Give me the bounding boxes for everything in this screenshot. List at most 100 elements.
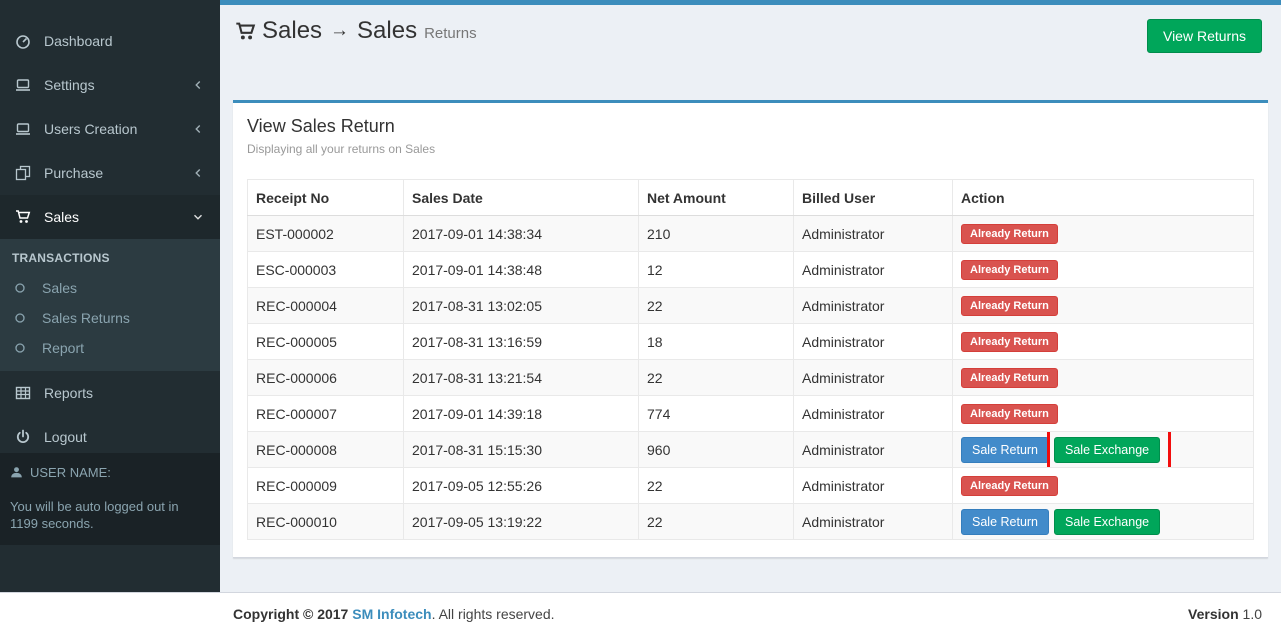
cell-action: Already Return [952,395,1254,432]
table-row: REC-000007 2017-09-01 14:39:18 774 Administ… [247,395,1254,432]
sidebar-item-label: Settings [44,77,95,93]
version-text: Version 1.0 [1188,606,1262,622]
column-header-net-amount: Net Amount [638,179,794,216]
cell-receipt-no: REC-000004 [247,287,404,324]
sidebar-menu: Dashboard Settings Users Creation [0,0,220,459]
sale-return-button[interactable]: Sale Return [961,508,1050,535]
cell-sales-date: 2017-09-01 14:39:18 [403,395,639,432]
auto-logout-message: You will be auto logged out in 1199 seco… [10,498,210,532]
copyright-text: Copyright © 2017 SM Infotech. All rights… [233,606,555,622]
cell-receipt-no: REC-000010 [247,503,404,540]
sale-return-button[interactable]: Sale Return [961,436,1050,463]
already-return-badge: Already Return [961,475,1058,496]
sidebar-item-sales[interactable]: Sales [0,195,220,239]
cell-sales-date: 2017-08-31 15:15:30 [403,431,639,468]
submenu-item-sales-returns[interactable]: Sales Returns [0,303,220,333]
already-return-badge: Already Return [961,223,1058,244]
version-label: Version [1188,606,1239,622]
chevron-left-icon [191,166,205,180]
cell-action: Already Return [952,467,1254,504]
cell-action: Already Return [952,215,1254,252]
cell-billed-user: Administrator [793,503,953,540]
column-header-billed-user: Billed User [793,179,953,216]
sidebar-item-users-creation[interactable]: Users Creation [0,107,220,151]
sidebar-item-label: Logout [44,429,87,445]
chevron-down-icon [191,210,205,224]
table-row: REC-000004 2017-08-31 13:02:05 22 Administr… [247,287,1254,324]
sidebar-item-label: Users Creation [44,121,138,137]
circle-icon [13,311,35,325]
submenu-item-label: Report [42,340,85,356]
cell-net-amount: 22 [638,287,794,324]
sales-submenu: TRANSACTIONS Sales Sales Returns Report [0,239,220,371]
already-return-badge: Already Return [961,367,1058,388]
cell-receipt-no: REC-000007 [247,395,404,432]
cell-sales-date: 2017-09-01 14:38:34 [403,215,639,252]
circle-icon [13,281,35,295]
cell-billed-user: Administrator [793,395,953,432]
sidebar-item-purchase[interactable]: Purchase [0,151,220,195]
user-name-row: USER NAME: [10,465,210,480]
sales-return-panel: View Sales Return Displaying all your re… [233,100,1268,558]
company-link[interactable]: SM Infotech [352,606,432,622]
sale-exchange-button[interactable]: Sale Exchange [1054,436,1161,463]
submenu-header-transactions: TRANSACTIONS [12,251,110,265]
cell-receipt-no: REC-000006 [247,359,404,396]
sales-returns-table: Receipt No Sales Date Net Amount Billed … [247,179,1254,540]
cell-action: Already Return [952,359,1254,396]
cell-action: Sale Return Sale Exchange [952,431,1254,468]
table-row: REC-000010 2017-09-05 13:19:22 22 Administr… [247,503,1254,540]
footer: Copyright © 2017 SM Infotech. All rights… [0,592,1281,639]
arrow-right-icon: → [330,20,350,41]
sidebar-item-label: Purchase [44,165,104,181]
cell-billed-user: Administrator [793,251,953,288]
cell-sales-date: 2017-08-31 13:16:59 [403,323,639,360]
table-row: EST-000002 2017-09-01 14:38:34 210 Administ… [247,215,1254,252]
column-header-receipt-no: Receipt No [247,179,404,216]
laptop-icon [15,121,37,137]
submenu-item-report[interactable]: Report [0,333,220,363]
sidebar-item-reports[interactable]: Reports [0,371,220,415]
cell-sales-date: 2017-08-31 13:21:54 [403,359,639,396]
highlight-wrapper: Sale Exchange [1047,432,1172,467]
cart-icon [15,209,37,225]
sale-exchange-button[interactable]: Sale Exchange [1054,508,1161,535]
breadcrumb: Sales → Sales Returns [235,17,477,45]
user-panel: USER NAME: You will be auto logged out i… [0,453,220,545]
cell-action: Already Return [952,251,1254,288]
cell-sales-date: 2017-08-31 13:02:05 [403,287,639,324]
submenu-item-label: Sales Returns [42,310,130,326]
sidebar-item-dashboard[interactable]: Dashboard [0,19,220,63]
dashboard-icon [15,33,37,49]
cell-billed-user: Administrator [793,359,953,396]
view-returns-button[interactable]: View Returns [1146,19,1262,53]
cell-action: Already Return [952,323,1254,360]
cart-icon [235,21,256,42]
cell-billed-user: Administrator [793,323,953,360]
sidebar-item-logout[interactable]: Logout [0,415,220,459]
copy-icon [15,165,37,181]
table-header-row: Receipt No Sales Date Net Amount Billed … [247,179,1254,216]
already-return-badge: Already Return [961,403,1058,424]
chevron-left-icon [191,78,205,92]
table-row: REC-000006 2017-08-31 13:21:54 22 Administr… [247,359,1254,396]
cell-net-amount: 960 [638,431,794,468]
breadcrumb-secondary: Sales [357,17,418,44]
table-row: REC-000009 2017-09-05 12:55:26 22 Administr… [247,467,1254,504]
table-row: REC-000005 2017-08-31 13:16:59 18 Administr… [247,323,1254,360]
power-icon [15,429,37,445]
cell-net-amount: 774 [638,395,794,432]
sidebar-item-label: Reports [44,385,94,401]
cell-receipt-no: ESC-000003 [247,251,404,288]
sidebar: Dashboard Settings Users Creation [0,0,220,592]
cell-net-amount: 18 [638,323,794,360]
submenu-item-sales[interactable]: Sales [0,273,220,303]
column-header-sales-date: Sales Date [403,179,639,216]
cell-billed-user: Administrator [793,431,953,468]
sidebar-item-label: Sales [44,209,80,225]
sidebar-item-settings[interactable]: Settings [0,63,220,107]
cell-net-amount: 22 [638,359,794,396]
cell-net-amount: 22 [638,467,794,504]
cell-receipt-no: EST-000002 [247,215,404,252]
copyright-prefix: Copyright © 2017 [233,606,349,622]
